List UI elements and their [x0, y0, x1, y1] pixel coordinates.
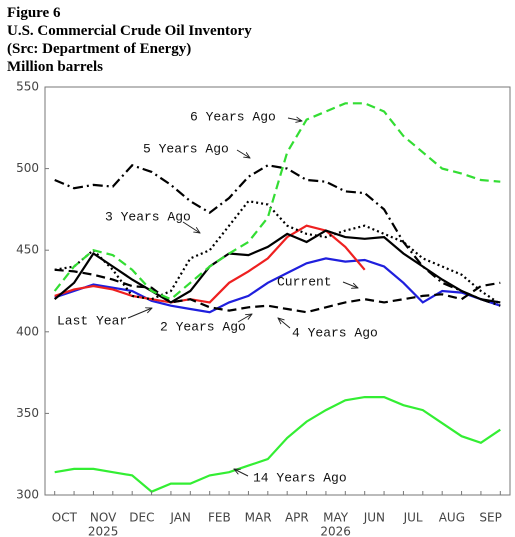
- y-tick-label: 350: [16, 406, 39, 420]
- title-line: U.S. Commercial Crude Oil Inventory: [7, 23, 252, 39]
- series-label: Last Year: [57, 313, 127, 328]
- series-line: [53, 229, 501, 304]
- series-label: 14 Years Ago: [253, 470, 347, 485]
- x-tick-label: DEC: [129, 511, 154, 525]
- title-line: Million barrels: [7, 59, 103, 75]
- x-tick-label: MAY: [323, 511, 349, 525]
- x-tick-label: JAN: [169, 511, 191, 525]
- x-tick-label: SEP: [479, 511, 501, 525]
- series-label: 3 Years Ago: [105, 209, 191, 224]
- series-line: [54, 396, 501, 493]
- series-label: 5 Years Ago: [143, 141, 229, 156]
- series-label: Current: [277, 274, 332, 289]
- x-tick-label: MAR: [245, 511, 272, 525]
- x-tick-label: AUG: [439, 511, 465, 525]
- x-year-label: 2026: [320, 525, 351, 537]
- series-line: [54, 268, 501, 314]
- series-label: 2 Years Ago: [160, 319, 246, 334]
- series-line: [54, 164, 501, 307]
- y-tick-label: 300: [16, 488, 39, 502]
- title-line: Figure 6: [7, 5, 61, 21]
- series-line: [54, 257, 501, 314]
- x-tick-label: JUN: [363, 511, 385, 525]
- series-line: [54, 200, 501, 306]
- series-label: 6 Years Ago: [190, 109, 276, 124]
- series-line: [54, 224, 366, 304]
- x-tick-label: APR: [285, 511, 309, 525]
- plot-frame: [44, 86, 511, 496]
- series-line: [53, 102, 501, 301]
- annotation-arrows: [127, 118, 358, 477]
- y-tick-label: 400: [16, 324, 39, 338]
- y-tick-label: 550: [16, 80, 39, 94]
- x-tick-label: NOV: [90, 511, 117, 525]
- y-tick-label: 450: [16, 243, 39, 257]
- x-tick-label: FEB: [208, 511, 231, 525]
- x-tick-label: JUL: [403, 511, 423, 525]
- x-year-label: 2025: [88, 525, 119, 537]
- series-label: 4 Years Ago: [292, 325, 378, 340]
- title-line: (Src: Department of Energy): [7, 41, 191, 57]
- x-tick-label: OCT: [52, 511, 78, 525]
- y-tick-label: 500: [16, 161, 39, 175]
- plot-area: [53, 102, 501, 493]
